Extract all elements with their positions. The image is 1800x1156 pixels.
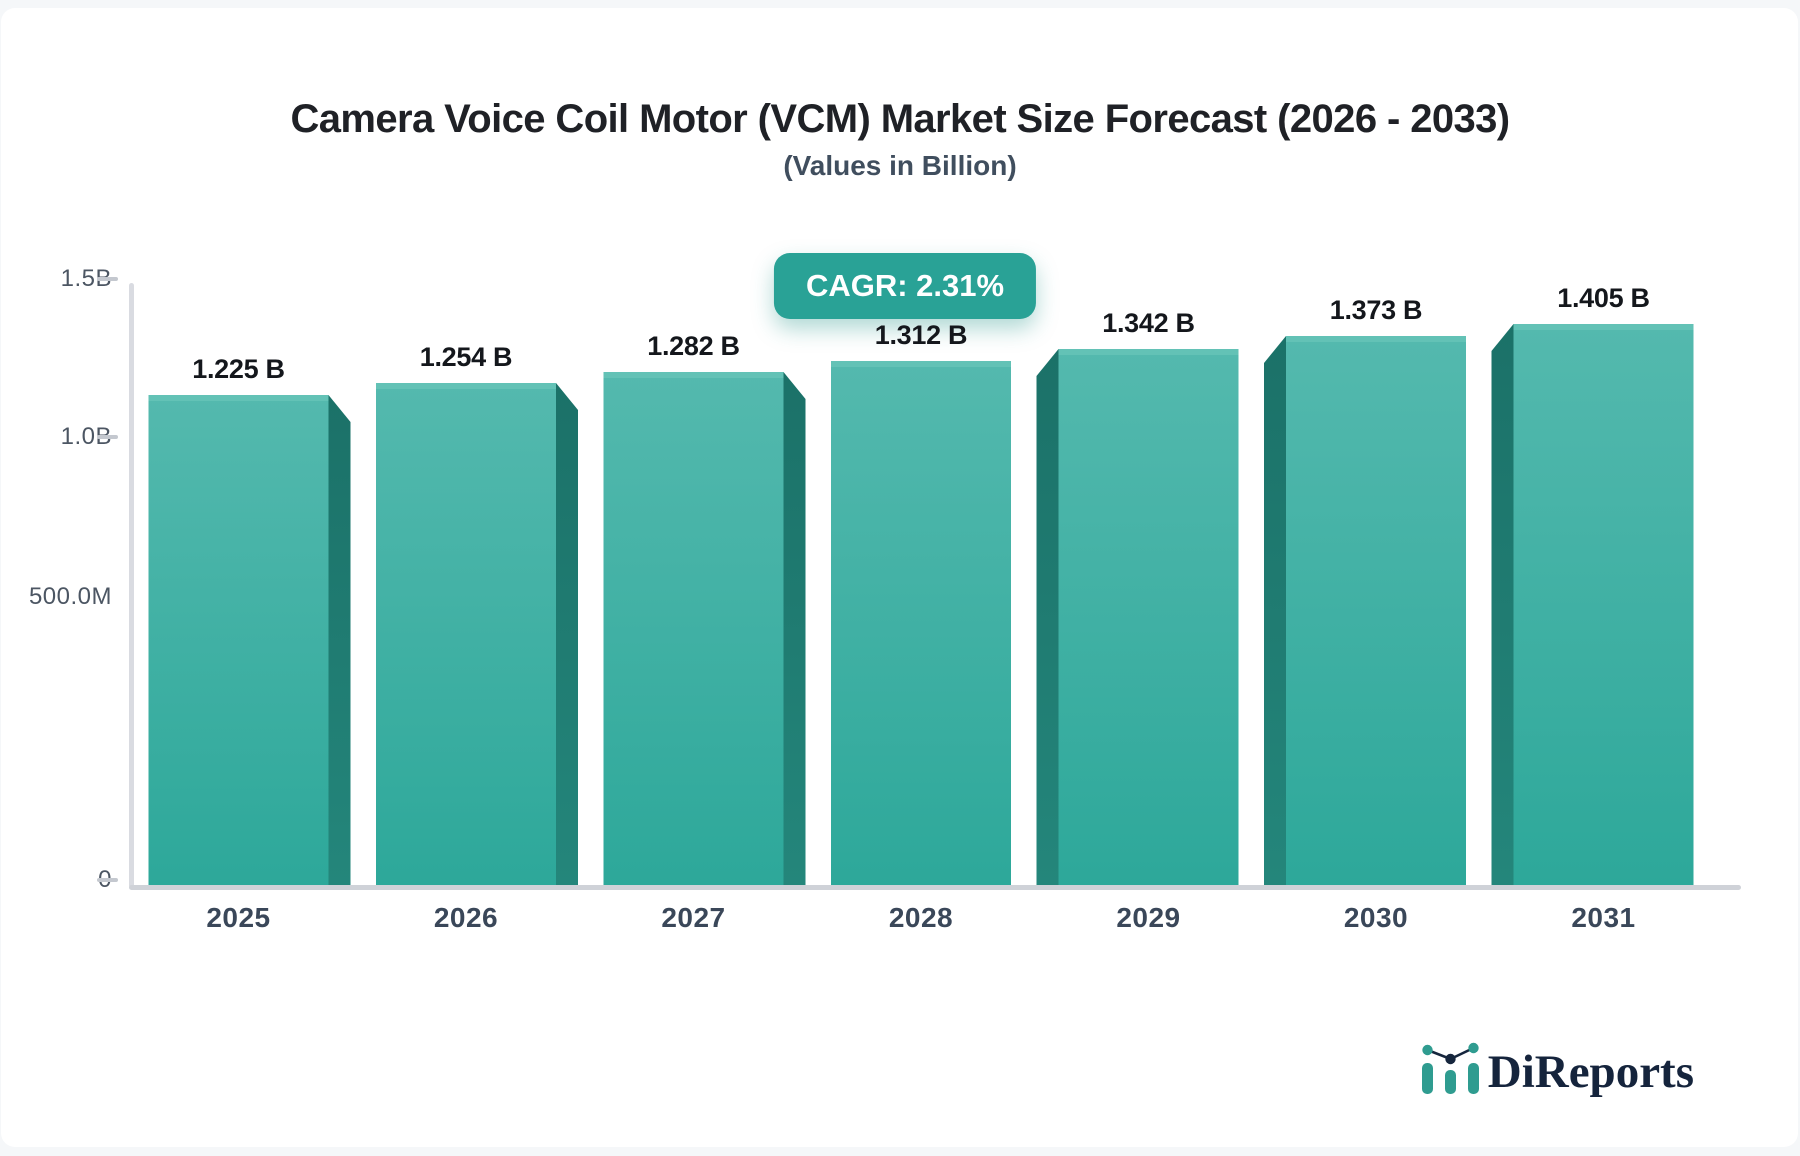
chart-title: Camera Voice Coil Motor (VCM) Market Siz…	[290, 97, 1510, 141]
x-axis-label: 2031	[1571, 902, 1636, 933]
y-axis-tick	[97, 878, 118, 882]
y-axis-label: 500.0M	[28, 583, 112, 610]
bar	[1513, 324, 1694, 885]
brand-logo: DiReports	[1419, 1038, 1694, 1096]
chart-subtitle: (Values in Billion)	[783, 150, 1017, 181]
bar	[148, 395, 329, 885]
bar	[1058, 349, 1239, 885]
bar-value-label: 1.342 B	[1102, 308, 1195, 338]
bar-top-highlight	[1286, 336, 1466, 342]
brand-name: DiReports	[1487, 1046, 1694, 1098]
bar-value-label: 1.282 B	[647, 331, 740, 361]
cagr-badge: CAGR: 2.31%	[773, 253, 1037, 319]
bar-top-highlight	[1513, 324, 1694, 330]
bar	[831, 361, 1011, 885]
bar-value-label: 1.254 B	[419, 342, 513, 372]
bar	[603, 372, 784, 885]
bar	[376, 383, 556, 885]
bar-value-label: 1.225 B	[192, 354, 285, 384]
bar-top-highlight	[603, 372, 784, 378]
x-axis-label: 2027	[661, 902, 726, 933]
bar-side-face	[328, 395, 351, 885]
direports-logo-icon	[1421, 1042, 1479, 1094]
y-axis-line	[129, 283, 134, 888]
bar-side-face	[1036, 349, 1059, 885]
y-axis-tick	[97, 277, 118, 281]
bar-value-label: 1.405 B	[1557, 283, 1650, 313]
bar-top-highlight	[1058, 349, 1239, 355]
y-axis-tick	[97, 435, 118, 439]
x-axis-line	[129, 885, 1741, 890]
bar-side-face	[556, 383, 578, 885]
bar-value-label: 1.373 B	[1329, 295, 1423, 325]
x-axis-label: 2029	[1116, 902, 1181, 933]
bar-side-face	[1491, 324, 1514, 885]
x-axis-label: 2025	[206, 902, 271, 933]
bar-side-face	[1264, 336, 1286, 885]
x-axis-label: 2030	[1343, 902, 1409, 933]
bar-side-face	[783, 372, 806, 885]
bar	[1286, 336, 1466, 885]
bar-value-label: 1.312 B	[874, 320, 968, 350]
bar-top-highlight	[148, 395, 329, 401]
x-axis-label: 2028	[888, 902, 954, 933]
bar-top-highlight	[831, 361, 1011, 367]
x-axis-label: 2026	[433, 902, 499, 933]
bar-top-highlight	[376, 383, 556, 389]
